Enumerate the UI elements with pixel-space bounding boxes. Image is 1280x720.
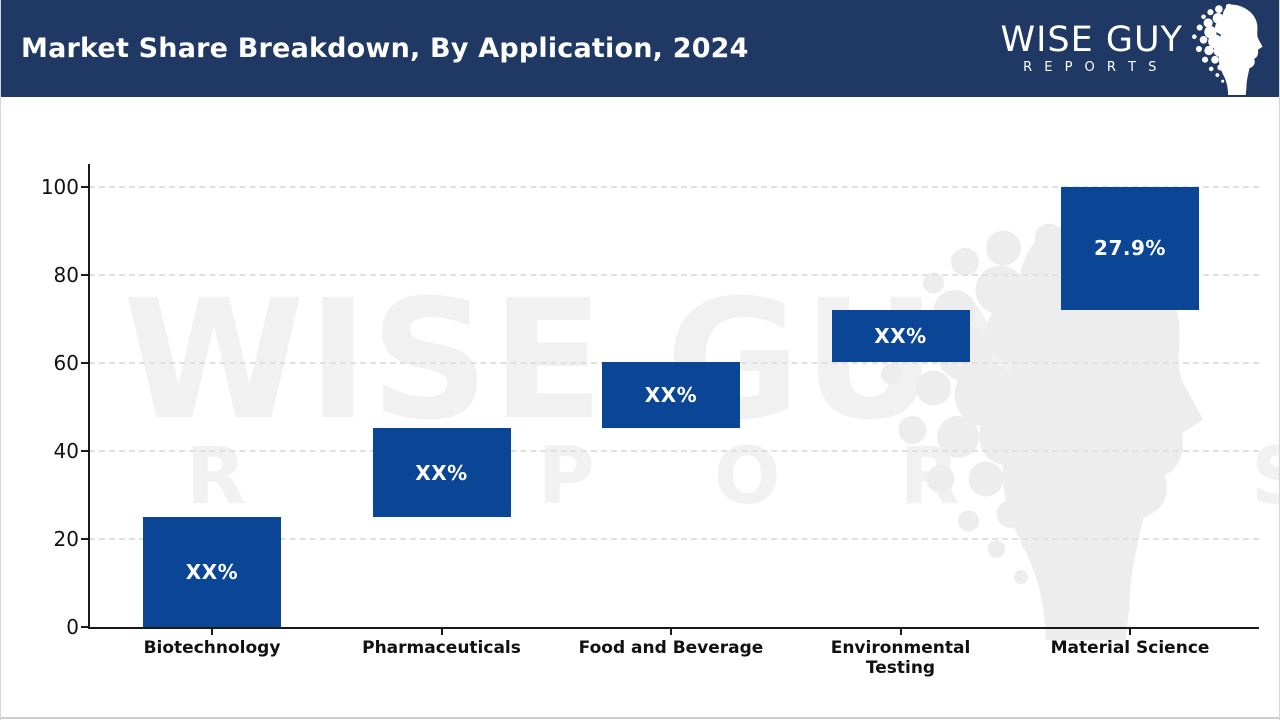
bar-material-science: 27.9% [1061, 187, 1199, 310]
y-tick-mark [81, 362, 88, 364]
bar-biotechnology: XX% [143, 517, 281, 627]
bar-value-label: XX% [185, 560, 239, 584]
x-tick-mark [440, 629, 443, 635]
bar-pharmaceuticals: XX% [372, 428, 511, 517]
brand-logo: WISE GUY R E P O R T S [1000, 0, 1271, 97]
header-bar: Market Share Breakdown, By Application, … [1, 0, 1279, 97]
y-tick-label: 100 [40, 175, 79, 199]
y-axis [88, 164, 90, 629]
x-tick-label-line: Material Science [1050, 638, 1210, 658]
bar-food-and-beverage: XX% [602, 362, 740, 429]
x-tick-mark [899, 629, 902, 635]
brand-subtext: R E P O R T S [1023, 60, 1161, 75]
x-tick-label: Material Science [1020, 638, 1240, 658]
bar-environmental-testing: XX% [831, 309, 970, 363]
y-tick-mark [81, 186, 88, 188]
y-tick-mark [81, 274, 88, 276]
brand-wordmark-block: WISE GUY R E P O R T S [1000, 22, 1183, 75]
x-tick-label-line: Testing [865, 658, 936, 678]
figure-bottom-border [1, 717, 1279, 719]
y-gridline [89, 538, 1259, 540]
x-tick-label: Biotechnology [102, 638, 322, 658]
x-tick-label: Environmental Testing [791, 638, 1011, 678]
x-tick-label: Food and Beverage [561, 638, 781, 658]
x-tick-mark [1129, 629, 1131, 635]
y-gridline [89, 274, 1259, 276]
bar-value-label: XX% [415, 460, 468, 485]
y-gridline [89, 186, 1259, 188]
x-axis [88, 627, 1259, 629]
brand-wordmark: WISE GUY [1000, 20, 1183, 60]
x-tick-label-line: Pharmaceuticals [362, 638, 521, 658]
x-tick-mark [211, 629, 213, 635]
x-tick-label-line: Food and Beverage [578, 638, 764, 658]
page-title: Market Share Breakdown, By Application, … [21, 33, 749, 64]
y-gridline [89, 450, 1259, 452]
x-tick-label-line: Environmental [830, 638, 971, 658]
y-tick-label: 20 [53, 527, 79, 551]
y-tick-mark [81, 538, 88, 540]
x-tick-mark [670, 629, 672, 635]
y-tick-label: 0 [66, 615, 79, 639]
bar-value-label: XX% [874, 323, 927, 348]
y-tick-label: 60 [53, 351, 79, 375]
y-tick-mark [81, 626, 88, 628]
y-tick-mark [81, 450, 88, 452]
y-tick-label: 80 [53, 263, 79, 287]
y-tick-label: 40 [53, 439, 79, 463]
x-tick-label: Pharmaceuticals [332, 638, 552, 658]
bar-value-label: XX% [644, 383, 698, 408]
x-tick-label-line: Biotechnology [143, 638, 281, 658]
bar-value-label: 27.9% [1094, 236, 1166, 261]
